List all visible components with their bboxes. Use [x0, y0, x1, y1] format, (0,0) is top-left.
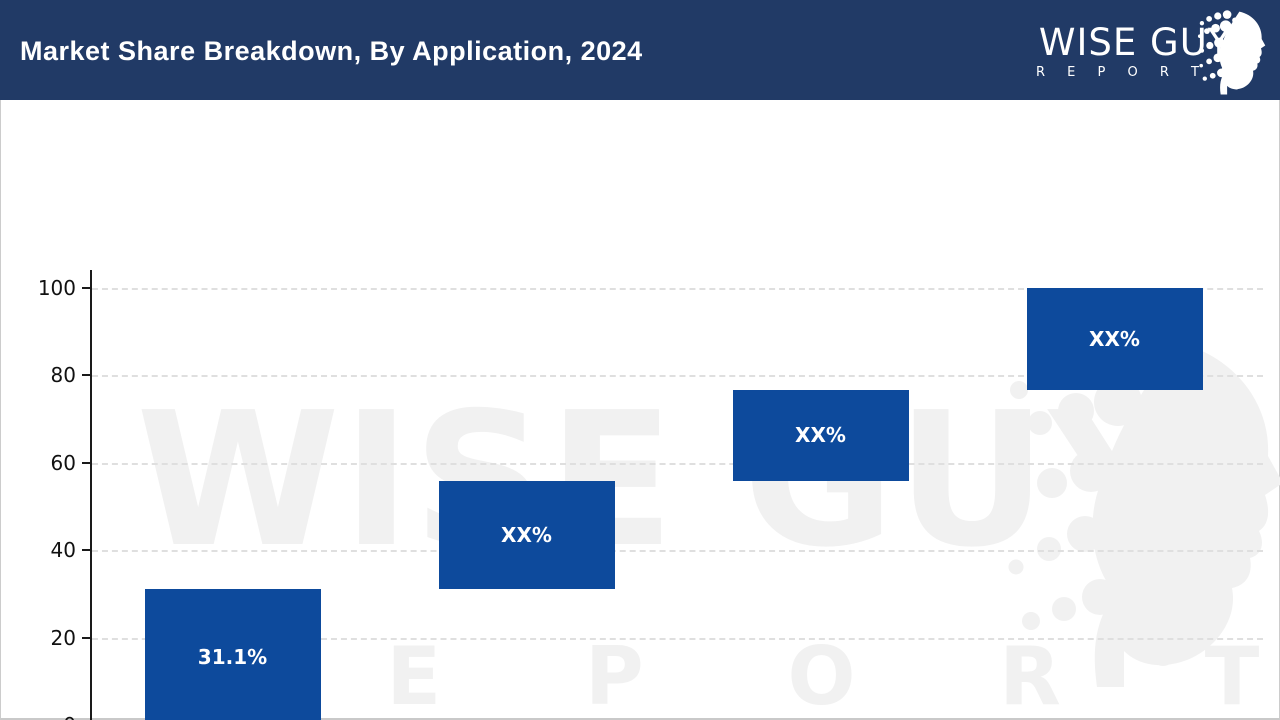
bar-value-label: XX%	[1089, 326, 1140, 351]
gridline-100	[92, 288, 1263, 290]
y-tick-label: 80	[50, 363, 76, 388]
y-tick-40	[82, 549, 90, 552]
logo-subtitle: R E P O R T S	[1036, 64, 1239, 80]
page-title: Market Share Breakdown, By Application, …	[20, 36, 643, 66]
gridline-60	[92, 462, 1263, 465]
logo-wordmark: WISE GUY	[1038, 21, 1232, 64]
waterfall-bar: XX%	[1026, 288, 1203, 390]
y-tick-label: 100	[37, 276, 76, 300]
bar-value-label: 31.1%	[197, 645, 268, 670]
y-tick-label: 20	[50, 625, 76, 650]
waterfall-chart: 02040608010031.1%Energy ManagementXX%Dis…	[38, 270, 1263, 720]
y-tick-label: 0	[63, 713, 76, 720]
waterfall-bar: XX%	[732, 389, 909, 481]
wiseguy-logo: WISE GUY R E P O R T S	[1012, 6, 1266, 96]
y-tick-20	[82, 636, 90, 639]
logo-text: WISE GUY R E P O R T S	[1032, 21, 1239, 80]
logo-head-icon	[1197, 10, 1266, 95]
header-bar: Market Share Breakdown, By Application, …	[0, 0, 1280, 100]
y-tick-60	[82, 461, 90, 464]
bar-value-label: XX%	[501, 522, 552, 547]
y-tick-label: 40	[50, 538, 76, 563]
y-tick-80	[82, 374, 90, 377]
gridline-40	[92, 550, 1263, 553]
chart-panel: WISE GUY R E P O R T S 02040608010031.1%…	[0, 100, 1280, 720]
y-tick-label: 60	[50, 450, 76, 475]
waterfall-bar: 31.1%	[144, 589, 321, 720]
gridline-20	[92, 637, 1263, 640]
waterfall-bar: XX%	[438, 480, 615, 590]
gridline-80	[92, 375, 1263, 378]
y-tick-100	[82, 287, 90, 289]
bar-value-label: XX%	[795, 423, 846, 448]
